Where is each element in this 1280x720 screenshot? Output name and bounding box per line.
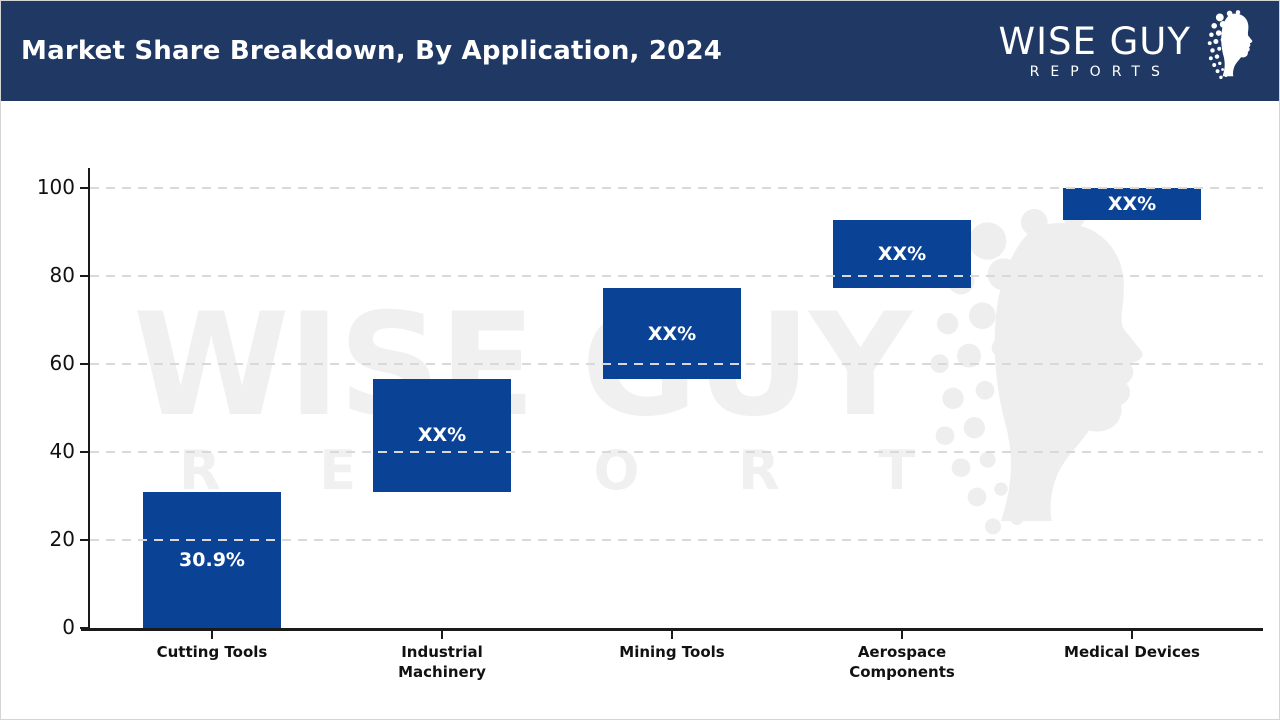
bar-value-label: XX% [417, 424, 467, 447]
y-tick-label-0: 0 [62, 615, 75, 639]
x-category-label-medical-devices: Medical Devices [1064, 643, 1200, 661]
bar-aerospace-components: XX% [833, 219, 971, 289]
y-tick-0 [80, 627, 88, 629]
x-tick-aerospace-components [901, 631, 903, 639]
watermark-subtitle-text: R E P O R T S [179, 439, 1094, 502]
y-tick-label-40: 40 [49, 439, 75, 463]
x-category-label-cutting-tools: Cutting Tools [156, 643, 268, 661]
y-tick-label-100: 100 [36, 175, 75, 199]
brand-name: WISE GUY [998, 20, 1191, 63]
chart-area: WISE GUY R E P O R T S 30.9% XX% XX% XX% XX%… [1, 101, 1279, 719]
y-axis-line [88, 168, 90, 631]
y-tick-40 [80, 451, 88, 453]
bar-medical-devices: XX% [1063, 188, 1201, 220]
y-tick-80 [80, 275, 88, 277]
page-title: Market Share Breakdown, By Application, … [21, 36, 723, 66]
x-axis-line [81, 628, 1263, 631]
x-tick-industrial-machinery [441, 631, 443, 639]
gridline-100 [90, 187, 1263, 189]
x-category-label-aerospace-components: Aerospace Components [849, 643, 955, 681]
gridline-80 [90, 275, 1263, 277]
watermark-brand-text: WISE GUY [133, 283, 912, 448]
x-category-label-industrial-machinery: Industrial Machinery [398, 643, 486, 681]
y-tick-60 [80, 363, 88, 365]
brand-logo: WISE GUY REPORTS [998, 9, 1279, 93]
brand-head-icon [1207, 10, 1253, 79]
header-bar: Market Share Breakdown, By Application, … [1, 1, 1279, 101]
bar-value-label: XX% [877, 242, 927, 265]
bar-value-label: XX% [647, 322, 697, 345]
gridline-40 [90, 451, 1263, 453]
brand-logo-text: WISE GUY REPORTS [998, 20, 1191, 81]
y-tick-label-20: 20 [49, 527, 75, 551]
y-tick-100 [80, 187, 88, 189]
x-category-label-mining-tools: Mining Tools [619, 643, 725, 661]
brand-subtitle: REPORTS [1029, 64, 1171, 80]
bar-value-label: 30.9% [179, 549, 245, 571]
x-tick-cutting-tools [211, 631, 213, 639]
x-tick-mining-tools [671, 631, 673, 639]
y-tick-20 [80, 539, 88, 541]
gridline-20 [90, 539, 1263, 541]
x-tick-medical-devices [1131, 631, 1133, 639]
bar-cutting-tools: 30.9% [143, 492, 281, 628]
y-tick-label-80: 80 [49, 263, 75, 287]
bar-value-label: XX% [1107, 192, 1157, 215]
bar-industrial-machinery: XX% [373, 378, 511, 493]
bar-mining-tools: XX% [603, 288, 741, 379]
watermark-head-icon [930, 206, 1143, 535]
gridline-60 [90, 363, 1263, 365]
y-tick-label-60: 60 [49, 351, 75, 375]
